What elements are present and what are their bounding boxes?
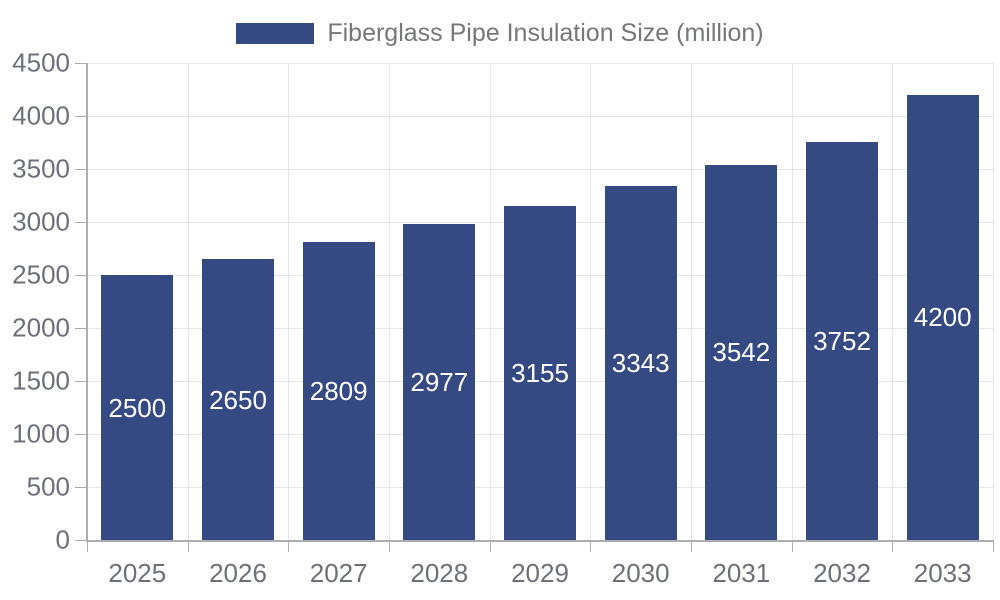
- gridline-horizontal: [87, 169, 993, 170]
- gridline-vertical: [590, 63, 592, 540]
- bar-2028[interactable]: 2977: [403, 224, 476, 540]
- x-axis-tick-mark: [489, 542, 491, 552]
- x-axis-tick-label: 2033: [913, 558, 972, 588]
- y-axis-tick-mark: [75, 328, 87, 329]
- legend-swatch: [236, 22, 315, 44]
- plot-area: 2500 2650 2809 2977 3155 3343 3542 3752 4200: [87, 63, 994, 541]
- y-axis-tick-label: 1500: [12, 365, 70, 396]
- x-axis-tick-label: 2028: [410, 558, 469, 588]
- x-axis-tick-mark: [993, 542, 994, 552]
- bar-value-label: 2977: [410, 367, 469, 398]
- bar-2033[interactable]: 4200: [906, 94, 979, 540]
- y-axis-tick-mark: [75, 275, 87, 276]
- x-axis-tick-mark: [288, 542, 290, 552]
- x-axis-tick-label: 2026: [209, 558, 267, 588]
- x-axis-tick-mark: [187, 542, 189, 552]
- bar-2026[interactable]: 2650: [202, 259, 274, 540]
- bar-value-label: 3542: [712, 337, 771, 368]
- bar-value-label: 4200: [913, 302, 972, 333]
- bar-2030[interactable]: 3343: [604, 185, 677, 540]
- bar-value-label: 2809: [309, 376, 368, 407]
- y-axis-tick-label: 500: [26, 471, 70, 502]
- y-axis-tick-mark: [75, 222, 87, 223]
- y-axis-tick-label: 2500: [12, 259, 70, 290]
- y-axis-tick-mark: [75, 540, 87, 541]
- x-axis-tick-label: 2030: [611, 558, 670, 588]
- y-axis-tick-label: 3000: [12, 206, 70, 237]
- y-axis-tick-label: 4000: [12, 100, 70, 131]
- x-axis-tick-label: 2027: [309, 558, 368, 588]
- bar-value-label: 2500: [108, 392, 167, 423]
- y-axis-line: [86, 63, 88, 542]
- x-axis-tick-mark: [892, 542, 894, 552]
- legend-series-label: Fiberglass Pipe Insulation Size (million…: [327, 19, 764, 47]
- gridline-vertical: [187, 63, 189, 540]
- x-axis-tick-mark: [691, 542, 692, 552]
- y-axis-tick-mark: [75, 116, 87, 117]
- x-axis-tick-label: 2029: [511, 558, 569, 588]
- gridline-horizontal: [87, 116, 993, 117]
- bar-2032[interactable]: 3752: [806, 142, 878, 540]
- y-axis-tick-mark: [75, 381, 87, 382]
- gridline-vertical: [389, 63, 390, 540]
- y-axis-tick-mark: [75, 487, 87, 488]
- gridline-vertical: [288, 63, 290, 540]
- x-axis-tick-label: 2025: [108, 558, 167, 588]
- gridline-vertical: [489, 63, 491, 540]
- y-axis-tick-mark: [75, 63, 87, 64]
- y-axis-tick-label: 2000: [12, 312, 70, 343]
- gridline-horizontal: [87, 63, 993, 64]
- y-axis-tick-label: 3500: [12, 153, 70, 184]
- y-axis-tick-mark: [75, 434, 87, 435]
- bar-value-label: 3155: [511, 357, 569, 388]
- y-axis-tick-label: 0: [55, 524, 70, 555]
- bar-2025[interactable]: 2500: [101, 275, 174, 540]
- x-axis-tick-mark: [791, 542, 793, 552]
- bar-value-label: 3343: [611, 347, 670, 378]
- gridline-vertical: [993, 63, 994, 540]
- x-axis-line: [86, 540, 994, 542]
- bar-value-label: 3752: [813, 326, 871, 357]
- x-axis-tick-mark: [87, 542, 88, 552]
- gridline-vertical: [691, 63, 692, 540]
- bar-2027[interactable]: 2809: [302, 242, 375, 540]
- gridline-vertical: [791, 63, 793, 540]
- x-axis-tick-mark: [389, 542, 390, 552]
- bar-2031[interactable]: 3542: [705, 164, 778, 540]
- y-axis-tick-label: 4500: [12, 47, 70, 78]
- bar-value-label: 2650: [209, 384, 267, 415]
- x-axis-tick-mark: [590, 542, 592, 552]
- legend-item[interactable]: Fiberglass Pipe Insulation Size (million…: [0, 20, 1000, 46]
- x-axis-tick-label: 2031: [712, 558, 771, 588]
- y-axis-tick-label: 1000: [12, 418, 70, 449]
- y-axis-tick-mark: [75, 169, 87, 170]
- x-axis-tick-label: 2032: [813, 558, 871, 588]
- gridline-vertical: [892, 63, 894, 540]
- bar-2029[interactable]: 3155: [504, 205, 576, 540]
